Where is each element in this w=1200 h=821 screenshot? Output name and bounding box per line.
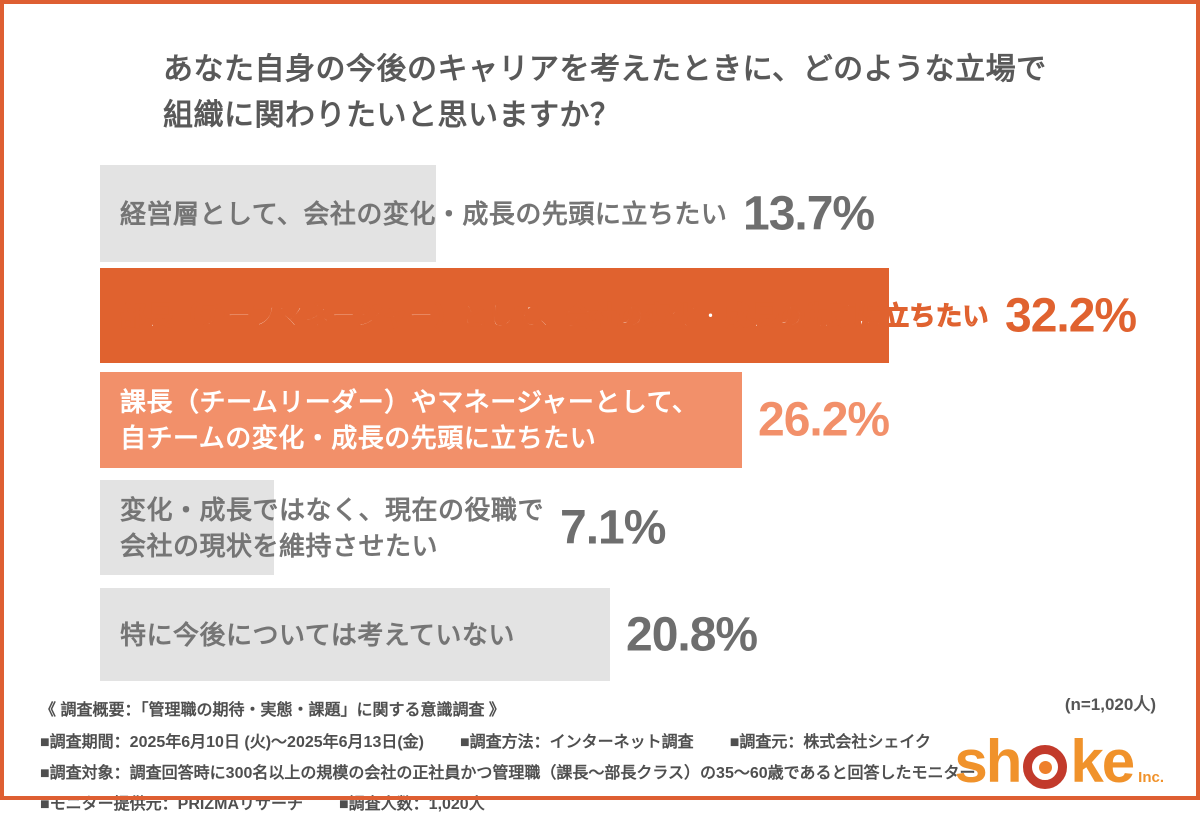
survey-detail-line: ■調査対象：調査回答時に300名以上の規模の会社の正社員かつ管理職（課長〜部長ク…	[40, 759, 975, 783]
survey-summary: 《 調査概要：「管理職の期待・実態・課題」に関する意識調査 》 ■調査期間：20…	[40, 696, 975, 821]
bar-value: 7.1%	[560, 501, 666, 554]
survey-detail-item: ■調査対象：調査回答時に300名以上の規模の会社の正社員かつ管理職（課長〜部長ク…	[40, 765, 976, 782]
logo-a-ring-icon	[1023, 745, 1068, 789]
survey-detail-line: ■モニター提供元：PRIZMAリサーチ ■調査人数：1,020人	[40, 790, 960, 814]
bar-row: 特に今後については考えていない 20.8%	[100, 588, 1186, 681]
bar-row: 部長（チーフマネージャー）として、会社の変化・成長の先頭に立ちたい 32.2%	[100, 268, 1186, 363]
survey-detail-item: ■調査人数：1,020人	[339, 796, 485, 813]
bar-value: 13.7%	[743, 187, 875, 240]
bar-label: 課長（チームリーダー）やマネージャーとして、 自チームの変化・成長の先頭に立ちた…	[120, 387, 699, 453]
survey-detail-item: ■調査期間：2025年6月10日 (火)〜2025年6月13日(金)	[40, 734, 425, 751]
bar-label: 部長（チーフマネージャー）として、会社の変化・成長の先頭に立ちたい	[119, 300, 990, 331]
survey-detail-line: ■調査期間：2025年6月10日 (火)〜2025年6月13日(金) ■調査方法…	[40, 728, 960, 752]
bar-label: 経営層として、会社の変化・成長の先頭に立ちたい	[120, 198, 728, 229]
bar-row: 経営層として、会社の変化・成長の先頭に立ちたい 13.7%	[100, 165, 1186, 262]
survey-detail-item: ■モニター提供元：PRIZMAリサーチ	[40, 796, 303, 813]
bar-value: 26.2%	[758, 393, 890, 447]
bar-label: 変化・成長ではなく、現在の役職で 会社の現状を維持させたい	[120, 494, 545, 561]
bar-chart: 経営層として、会社の変化・成長の先頭に立ちたい 13.7% 部長（チーフマネージ…	[100, 165, 1186, 685]
survey-detail-item: ■調査方法：インターネット調査	[460, 734, 694, 751]
sample-size-label: (n=1,020人)	[1064, 695, 1156, 714]
bar	[100, 372, 742, 468]
survey-question-title: あなた自身の今後のキャリアを考えたときに、どのような立場で 組織に関わりたいと思…	[163, 53, 1047, 132]
survey-detail-item: ■調査元：株式会社シェイク	[729, 734, 932, 751]
bar	[100, 588, 610, 681]
logo-suffix: Inc.	[1138, 769, 1164, 786]
survey-summary-heading: 《 調査概要：「管理職の期待・実態・課題」に関する意識調査 》	[40, 702, 505, 719]
bar	[100, 268, 889, 363]
logo-text-start: sh	[954, 728, 1022, 795]
bar	[100, 165, 436, 262]
bar-label: 特に今後については考えていない	[120, 619, 515, 650]
bar-row: 課長（チームリーダー）やマネージャーとして、 自チームの変化・成長の先頭に立ちた…	[100, 372, 1186, 468]
logo-a-dot-icon	[1038, 760, 1052, 774]
bar-value: 20.8%	[626, 608, 758, 661]
shake-logo: sh ke Inc.	[954, 712, 1164, 792]
logo-text-end: ke	[1070, 728, 1135, 795]
bar	[100, 480, 274, 575]
bar-value: 32.2%	[1005, 289, 1137, 342]
bar-row: 変化・成長ではなく、現在の役職で 会社の現状を維持させたい 7.1%	[100, 480, 1186, 575]
